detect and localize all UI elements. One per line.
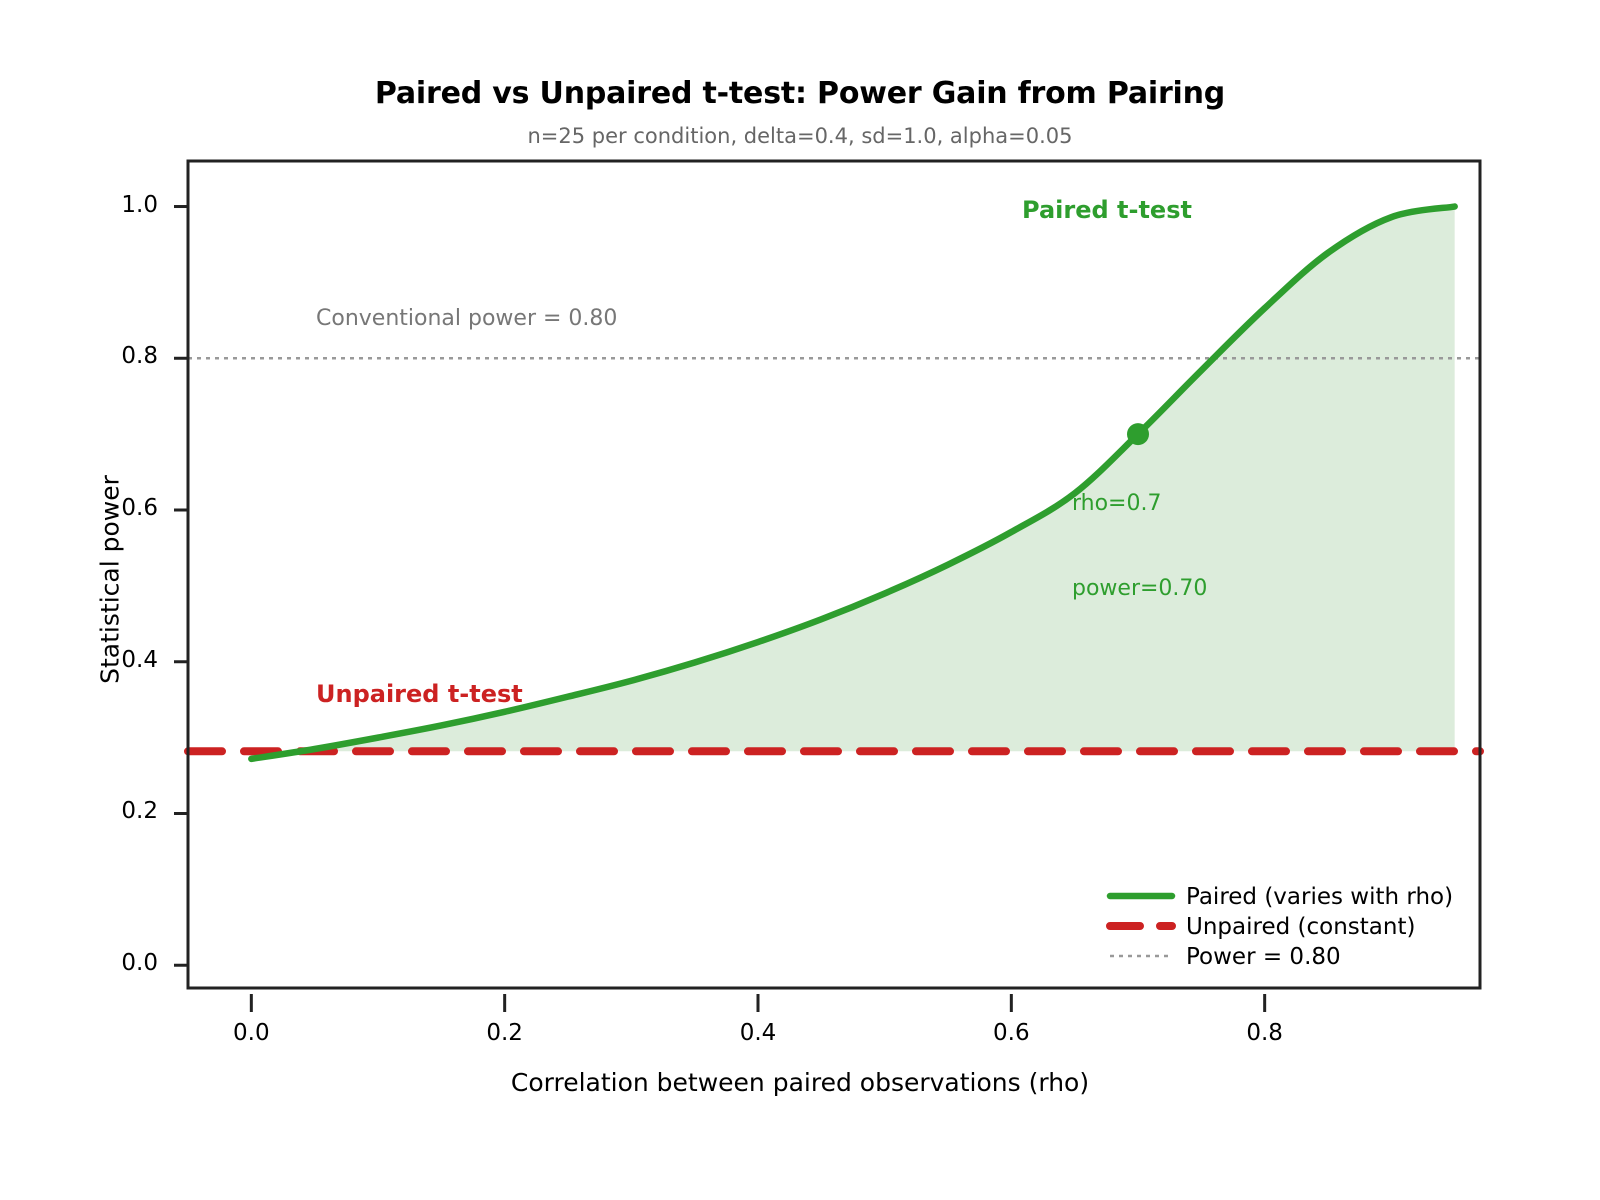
legend-label-paired: Paired (varies with rho) [1186,884,1454,910]
x-axis-title: Correlation between paired observations … [510,1068,1090,1097]
conventional-power-annotation: Conventional power = 0.80 [316,306,618,331]
x-tick-label: 0.6 [993,1020,1030,1046]
paired-power-curve [248,203,1458,763]
x-tick-marks [249,994,1267,1012]
y-tick-label: 1.0 [121,191,158,218]
marker-point-rho-0-7 [1127,423,1149,446]
y-tick-label: 0.2 [121,798,158,825]
paired-ttest-annotation: Paired t-test [1022,196,1192,224]
y-tick-marks [174,205,188,967]
marker-annotation-power: power=0.70 [1072,575,1208,601]
y-tick-label: 0.8 [121,343,158,370]
x-tick-label: 0.8 [1246,1020,1283,1046]
paired-area-fill [251,206,1455,759]
marker-annotation: rho=0.7 power=0.70 [1072,434,1207,659]
y-axis-title: Statistical power [95,475,125,684]
legend-label-unpaired: Unpaired (constant) [1186,914,1416,940]
x-tick-label: 0.0 [233,1020,270,1046]
marker-annotation-rho: rho=0.7 [1072,491,1162,517]
unpaired-ttest-annotation: Unpaired t-test [316,680,523,708]
plot-frame [186,159,1482,990]
y-tick-label: 0.6 [121,495,158,521]
y-tick-label: 0.4 [121,646,158,673]
x-tick-label: 0.2 [486,1020,523,1046]
y-tick-label: 0.0 [121,950,158,977]
chart-title: Paired vs Unpaired t-test: Power Gain fr… [374,76,1226,111]
chart-subtitle: n=25 per condition, delta=0.4, sd=1.0, a… [527,124,1073,148]
x-tick-label: 0.4 [739,1020,777,1046]
legend-label-power080: Power = 0.80 [1186,944,1341,970]
legend-sample-lines [1106,892,1176,958]
